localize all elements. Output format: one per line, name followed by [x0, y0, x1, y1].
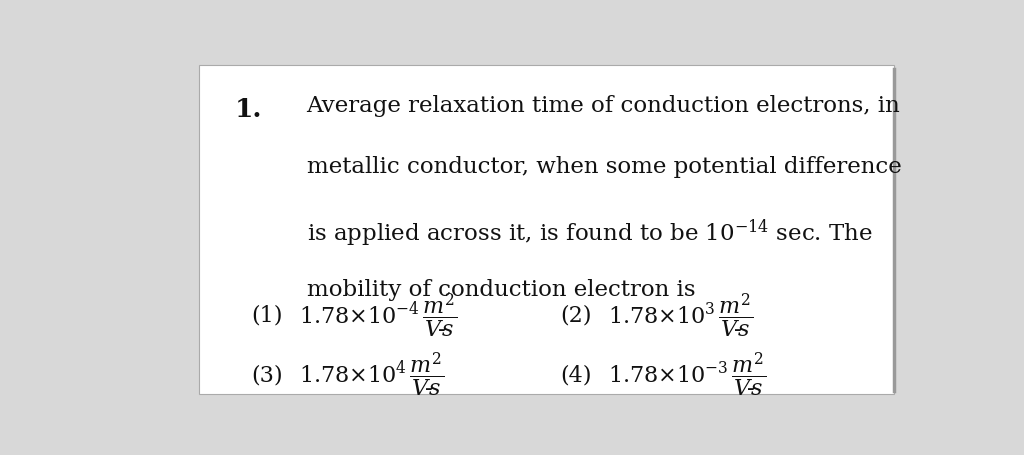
Text: $1.78{\times}10^{4}\,\dfrac{m^{2}}{V\!\text{-}\!s}$: $1.78{\times}10^{4}\,\dfrac{m^{2}}{V\!\t… [299, 351, 444, 399]
Text: $1.78{\times}10^{3}\,\dfrac{m^{2}}{V\!\text{-}\!s}$: $1.78{\times}10^{3}\,\dfrac{m^{2}}{V\!\t… [608, 292, 754, 340]
Text: (3): (3) [251, 364, 283, 386]
Text: Average relaxation time of conduction electrons, in: Average relaxation time of conduction el… [306, 95, 900, 117]
Text: (2): (2) [560, 304, 592, 327]
Text: mobility of conduction electron is: mobility of conduction electron is [306, 279, 695, 301]
Text: (1): (1) [251, 304, 283, 327]
Text: (4): (4) [560, 364, 592, 386]
Text: metallic conductor, when some potential difference: metallic conductor, when some potential … [306, 156, 901, 178]
Text: is applied across it, is found to be $10^{-14}$ sec. The: is applied across it, is found to be $10… [306, 217, 872, 249]
FancyBboxPatch shape [200, 65, 894, 394]
Text: $1.78{\times}10^{-3}\,\dfrac{m^{2}}{V\!\text{-}\!s}$: $1.78{\times}10^{-3}\,\dfrac{m^{2}}{V\!\… [608, 351, 767, 399]
Text: $1.78{\times}10^{-4}\,\dfrac{m^{2}}{V\!\text{-}\!s}$: $1.78{\times}10^{-4}\,\dfrac{m^{2}}{V\!\… [299, 292, 457, 340]
Text: 1.: 1. [236, 96, 262, 121]
